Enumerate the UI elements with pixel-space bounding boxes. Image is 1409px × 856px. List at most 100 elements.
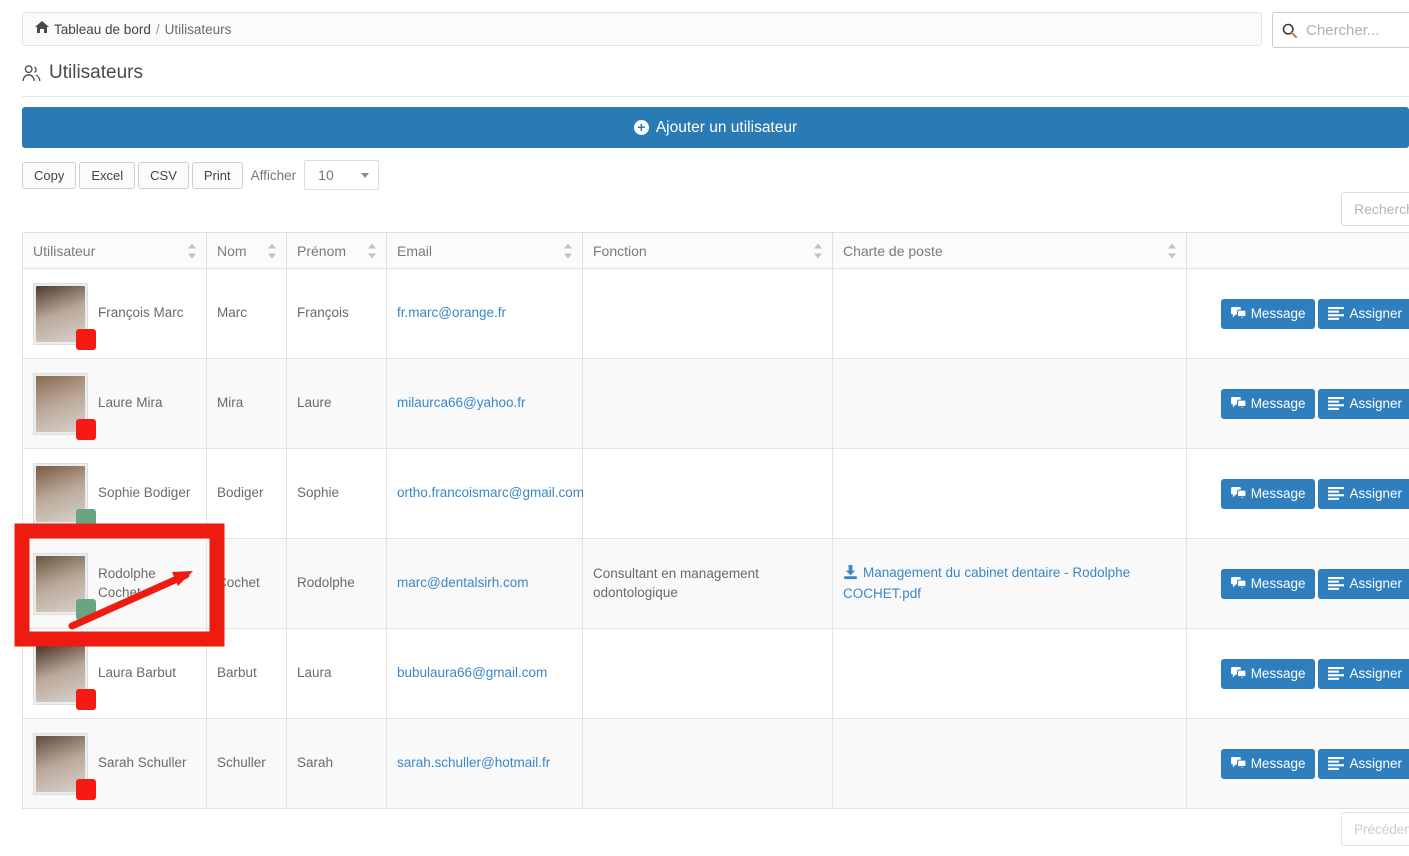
cell-nom: Bodiger xyxy=(206,448,287,539)
align-left-icon xyxy=(1328,757,1345,770)
breadcrumb-root[interactable]: Tableau de bord xyxy=(54,21,151,37)
comments-icon xyxy=(1230,487,1246,500)
csv-button[interactable]: CSV xyxy=(138,161,189,189)
user-name: François Marc xyxy=(98,305,184,321)
message-button[interactable]: Message xyxy=(1220,568,1316,599)
column-label: Fonction xyxy=(593,242,647,259)
column-header-utilisateur[interactable]: Utilisateur xyxy=(22,232,207,269)
assign-label: Assigner xyxy=(1349,576,1402,591)
cell-prenom: Sarah xyxy=(286,718,387,809)
pagination-previous-button[interactable]: Précédent xyxy=(1341,812,1409,846)
cell-fonction: Consultant en management odontologique xyxy=(582,538,833,629)
message-label: Message xyxy=(1250,756,1306,771)
cell-email: sarah.schuller@hotmail.fr xyxy=(386,718,583,809)
assign-button[interactable]: Assigner xyxy=(1318,298,1409,329)
cell-fonction xyxy=(582,358,833,449)
cell-fonction xyxy=(582,268,833,359)
cell-utilisateur: Laure Mira xyxy=(22,358,207,449)
pagination-previous-label: Précédent xyxy=(1354,821,1409,837)
status-badge xyxy=(76,778,96,800)
assign-label: Assigner xyxy=(1349,306,1402,321)
table-header-row: Utilisateur Nom Prénom Email Fonction xyxy=(22,232,1409,269)
align-left-icon xyxy=(1328,577,1345,590)
assign-button[interactable]: Assigner xyxy=(1318,658,1409,689)
cell-email: marc@dentalsirh.com xyxy=(386,538,583,629)
cell-email: milaurca66@yahoo.fr xyxy=(386,358,583,449)
add-user-button[interactable]: + Ajouter un utilisateur xyxy=(22,107,1409,148)
breadcrumb-current: Utilisateurs xyxy=(164,21,232,37)
status-badge xyxy=(76,418,96,440)
cell-charte-de-poste xyxy=(832,628,1187,719)
users-table: Utilisateur Nom Prénom Email Fonction xyxy=(22,232,1409,809)
assign-button[interactable]: Assigner xyxy=(1318,388,1409,419)
table-row: Rodolphe Cochet Cochet Rodolphe marc@dental… xyxy=(22,538,1409,629)
global-search-box[interactable] xyxy=(1272,12,1409,48)
email-link[interactable]: ortho.francoismarc@gmail.com xyxy=(397,485,585,501)
column-header-prenom[interactable]: Prénom xyxy=(286,232,387,269)
search-icon xyxy=(1282,23,1297,38)
message-button[interactable]: Message xyxy=(1220,658,1316,689)
sort-arrows-icon[interactable] xyxy=(368,243,377,258)
avatar xyxy=(33,462,96,530)
message-button[interactable]: Message xyxy=(1220,298,1316,329)
assign-button[interactable]: Assigner xyxy=(1318,748,1409,779)
charte-document-link[interactable]: Management du cabinet dentaire - Rodolph… xyxy=(843,564,1131,601)
assign-button[interactable]: Assigner xyxy=(1318,478,1409,509)
sort-arrows-icon[interactable] xyxy=(814,243,823,258)
users-icon xyxy=(22,64,41,82)
cell-charte-de-poste: Management du cabinet dentaire - Rodolph… xyxy=(832,538,1187,629)
cell-utilisateur: Rodolphe Cochet xyxy=(22,538,207,629)
column-header-fonction[interactable]: Fonction xyxy=(582,232,833,269)
sort-arrows-icon[interactable] xyxy=(1168,243,1177,258)
global-search-input[interactable] xyxy=(1304,20,1404,40)
status-badge xyxy=(76,598,96,620)
email-link[interactable]: sarah.schuller@hotmail.fr xyxy=(397,755,551,771)
cell-charte-de-poste xyxy=(832,448,1187,539)
cell-utilisateur: Sophie Bodiger xyxy=(22,448,207,539)
sort-arrows-icon[interactable] xyxy=(268,243,277,258)
table-search-input[interactable] xyxy=(1352,200,1409,218)
align-left-icon xyxy=(1328,487,1345,500)
column-header-charte-de-poste[interactable]: Charte de poste xyxy=(832,232,1187,269)
add-user-label: Ajouter un utilisateur xyxy=(655,118,798,136)
sort-arrows-icon[interactable] xyxy=(188,243,197,258)
page-title: Utilisateurs xyxy=(22,62,143,84)
sort-arrows-icon[interactable] xyxy=(564,243,573,258)
page-title-text: Utilisateurs xyxy=(49,62,143,83)
email-link[interactable]: marc@dentalsirh.com xyxy=(397,575,529,591)
comments-icon xyxy=(1230,667,1246,680)
cell-nom: Cochet xyxy=(206,538,287,629)
breadcrumb-separator: / xyxy=(155,21,160,37)
column-header-email[interactable]: Email xyxy=(386,232,583,269)
table-row: Sarah Schuller Schuller Sarah sarah.schulle… xyxy=(22,718,1409,809)
avatar xyxy=(33,372,96,440)
column-label: Nom xyxy=(217,242,247,259)
chevron-down-icon xyxy=(361,173,370,178)
page-length-select[interactable]: 10 xyxy=(304,160,380,190)
column-header-nom[interactable]: Nom xyxy=(206,232,287,269)
user-name: Rodolphe Cochet xyxy=(98,566,156,600)
table-search-box[interactable] xyxy=(1341,192,1409,226)
email-link[interactable]: milaurca66@yahoo.fr xyxy=(397,395,526,411)
message-button[interactable]: Message xyxy=(1220,748,1316,779)
assign-label: Assigner xyxy=(1349,756,1402,771)
breadcrumb: Tableau de bord / Utilisateurs xyxy=(22,12,1262,46)
assign-button[interactable]: Assigner xyxy=(1318,568,1409,599)
cell-prenom: Laure xyxy=(286,358,387,449)
email-link[interactable]: bubulaura66@gmail.com xyxy=(397,665,548,681)
cell-actions: Message Assigner xyxy=(1186,358,1409,449)
column-label: Email xyxy=(397,242,433,259)
status-badge xyxy=(76,688,96,710)
email-link[interactable]: fr.marc@orange.fr xyxy=(397,305,506,321)
message-label: Message xyxy=(1250,486,1306,501)
message-button[interactable]: Message xyxy=(1220,388,1316,419)
print-button[interactable]: Print xyxy=(191,161,243,189)
assign-label: Assigner xyxy=(1349,396,1402,411)
message-button[interactable]: Message xyxy=(1220,478,1316,509)
copy-button[interactable]: Copy xyxy=(22,161,77,189)
cell-prenom: Laura xyxy=(286,628,387,719)
excel-button[interactable]: Excel xyxy=(79,161,136,189)
home-icon xyxy=(35,21,49,37)
comments-icon xyxy=(1230,757,1246,770)
plus-circle-icon: + xyxy=(633,120,649,135)
